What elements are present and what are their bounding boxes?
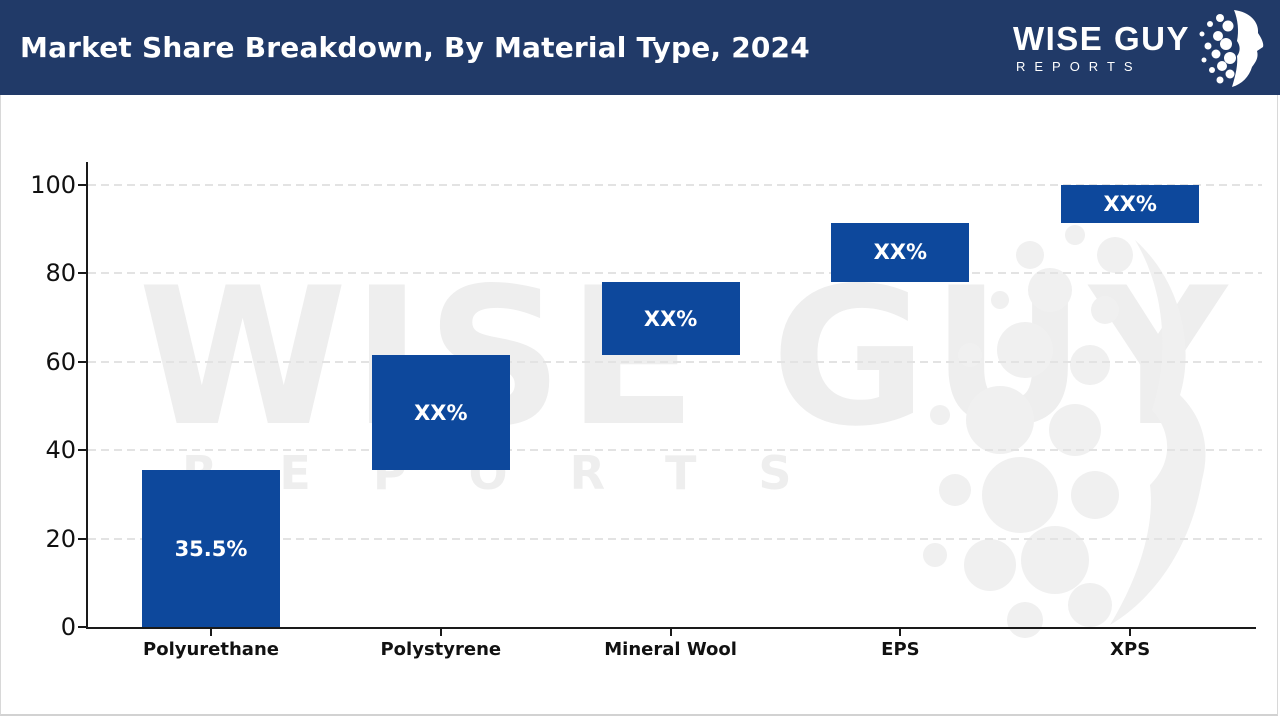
bar-xps: XX% [1061,185,1200,223]
y-tick-label: 80 [45,259,76,288]
y-tick-mark [78,184,86,186]
y-tick-label: 40 [45,436,76,465]
logo-wordmark-line1: WISE GUY [1012,20,1190,57]
y-tick-mark [78,449,86,452]
y-tick-mark [78,360,86,363]
bar-value-label: XX% [873,240,928,265]
y-tick-mark [78,537,86,540]
x-category-label: EPS [881,639,920,660]
page-title: Market Share Breakdown, By Material Type… [20,31,810,64]
bar-value-label: XX% [1103,191,1157,216]
watermark-head-icon [923,225,1206,638]
bar-value-label: XX% [643,306,698,331]
bar-value-label: 35.5% [174,536,248,561]
x-category-label: Mineral Wool [604,639,737,660]
bar-polystyrene: XX% [371,355,510,471]
x-category-label: XPS [1110,639,1151,660]
y-tick-label: 60 [45,347,76,376]
x-tick-mark [1129,629,1132,636]
gridline-y100 [88,184,1262,186]
logo-wordmark: WISE GUY REPORTS [1013,22,1190,73]
gridline-y60 [88,360,1262,363]
bar-eps: XX% [831,222,970,283]
x-category-label: Polyurethane [143,639,279,660]
x-category-label: Polystyrene [380,639,502,660]
x-tick-mark [439,629,442,636]
logo-wordmark-line2: REPORTS [1015,59,1142,74]
logo-head-icon [1199,9,1264,87]
x-tick-mark [899,629,902,636]
x-tick-mark [210,629,212,636]
y-tick-mark [78,626,86,628]
gridline-y40 [88,449,1262,452]
x-tick-mark [669,629,672,636]
y-tick-label: 100 [30,171,76,199]
gridline-y80 [88,272,1262,275]
x-axis-line [86,627,1256,629]
bar-polyurethane: 35.5% [142,470,280,627]
bar-value-label: XX% [414,400,468,425]
y-tick-label: 20 [45,524,76,553]
wiseguy-logo: WISE GUY REPORTS [1013,8,1266,88]
y-tick-label: 0 [60,613,76,641]
gridline-y20 [88,537,1262,540]
bar-mineral-wool: XX% [601,282,740,356]
y-tick-mark [78,272,86,275]
header-bar: Market Share Breakdown, By Material Type… [0,0,1280,95]
y-axis-line [86,162,88,629]
